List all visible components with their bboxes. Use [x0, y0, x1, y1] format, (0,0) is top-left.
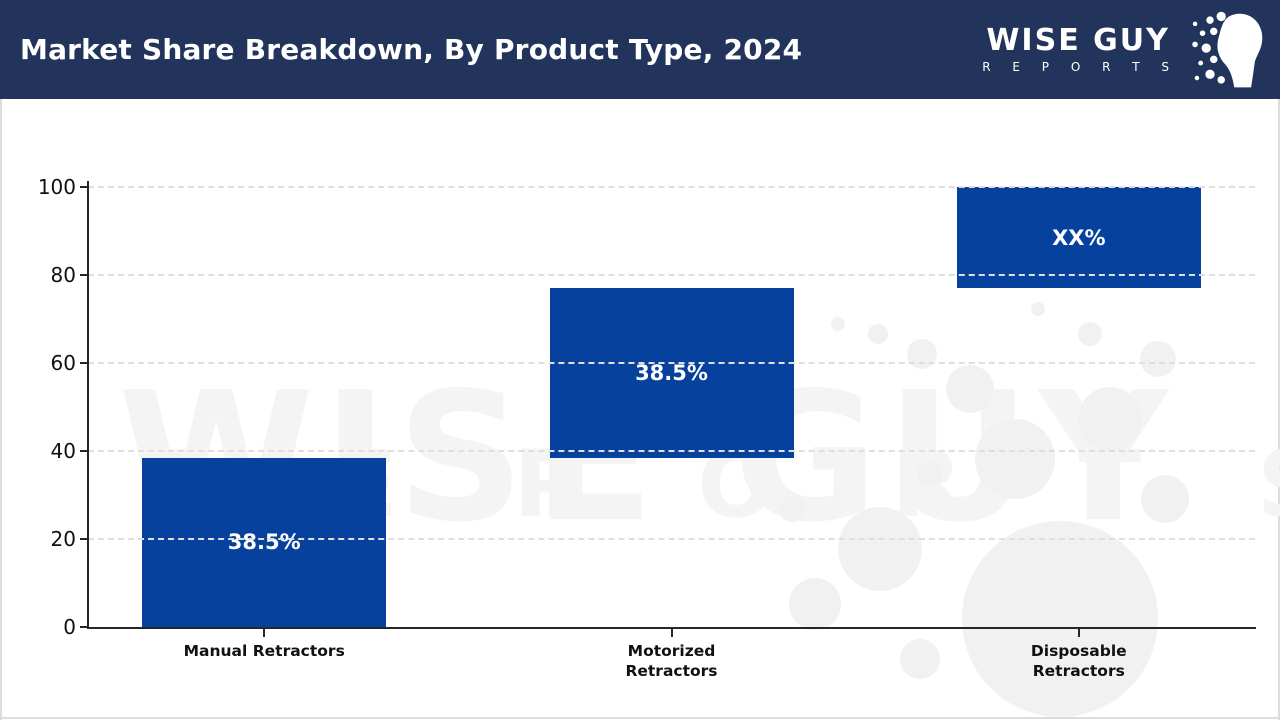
y-tick-label: 20 [50, 527, 76, 551]
chart-area: 38.5% 38.5% XX% 0 20 40 60 80 100 Manual Retracto… [0, 99, 1280, 720]
y-tick-mark [80, 626, 88, 628]
x-category-label-line: Retractors [1032, 662, 1125, 680]
x-tick-mark [1077, 629, 1080, 637]
x-category-label-line: Motorized [627, 642, 716, 660]
y-tick-label: 60 [50, 351, 76, 375]
y-tick-label: 40 [50, 439, 76, 463]
y-tick-label: 80 [50, 263, 76, 287]
brand-subtitle-text: R E P O R T S [982, 60, 1178, 74]
right-border-line [1278, 99, 1280, 720]
x-category-label-line: Disposable [1030, 642, 1127, 660]
page-title: Market Share Breakdown, By Product Type,… [20, 33, 803, 66]
y-tick-mark [80, 274, 88, 276]
x-category-label-line: Retractors [625, 662, 718, 680]
header-bar: Market Share Breakdown, By Product Type,… [0, 0, 1280, 99]
wiseguy-face-icon [1192, 11, 1263, 87]
bar-segment: 38.5% [549, 288, 794, 458]
bottom-border-line [0, 717, 1280, 719]
y-tick-label: 100 [37, 175, 76, 199]
bar-segment: 38.5% [142, 457, 387, 627]
brand-logo: WISE GUY R E P O R T S [978, 7, 1266, 93]
brand-wordmark: WISE GUY R E P O R T S [978, 23, 1178, 74]
y-tick-mark [80, 186, 88, 188]
bar-value-label: 38.5% [227, 530, 301, 555]
y-gridline [88, 538, 1255, 540]
x-category-label-line: Manual Retractors [183, 642, 345, 660]
x-axis-line [87, 627, 1256, 629]
bar-value-label: 38.5% [635, 360, 708, 385]
x-tick-mark [670, 629, 673, 637]
x-category-label: Motorized Retractors [542, 641, 802, 681]
y-gridline [88, 362, 1255, 364]
x-category-label: Disposable Retractors [949, 641, 1209, 681]
brand-name-text: WISE GUY [986, 23, 1170, 58]
y-tick-label: 0 [63, 615, 76, 639]
left-border-line [0, 99, 2, 720]
x-category-label: Manual Retractors [134, 641, 394, 661]
y-gridline [88, 274, 1255, 276]
y-axis-line [87, 181, 89, 629]
bar-value-label: XX% [1052, 225, 1106, 250]
bar-segment: XX% [956, 187, 1201, 289]
y-gridline [88, 450, 1255, 452]
y-gridline [88, 186, 1255, 188]
y-tick-mark [80, 362, 88, 364]
y-tick-mark [80, 450, 88, 452]
y-tick-mark [80, 538, 88, 540]
x-tick-mark [263, 629, 266, 637]
